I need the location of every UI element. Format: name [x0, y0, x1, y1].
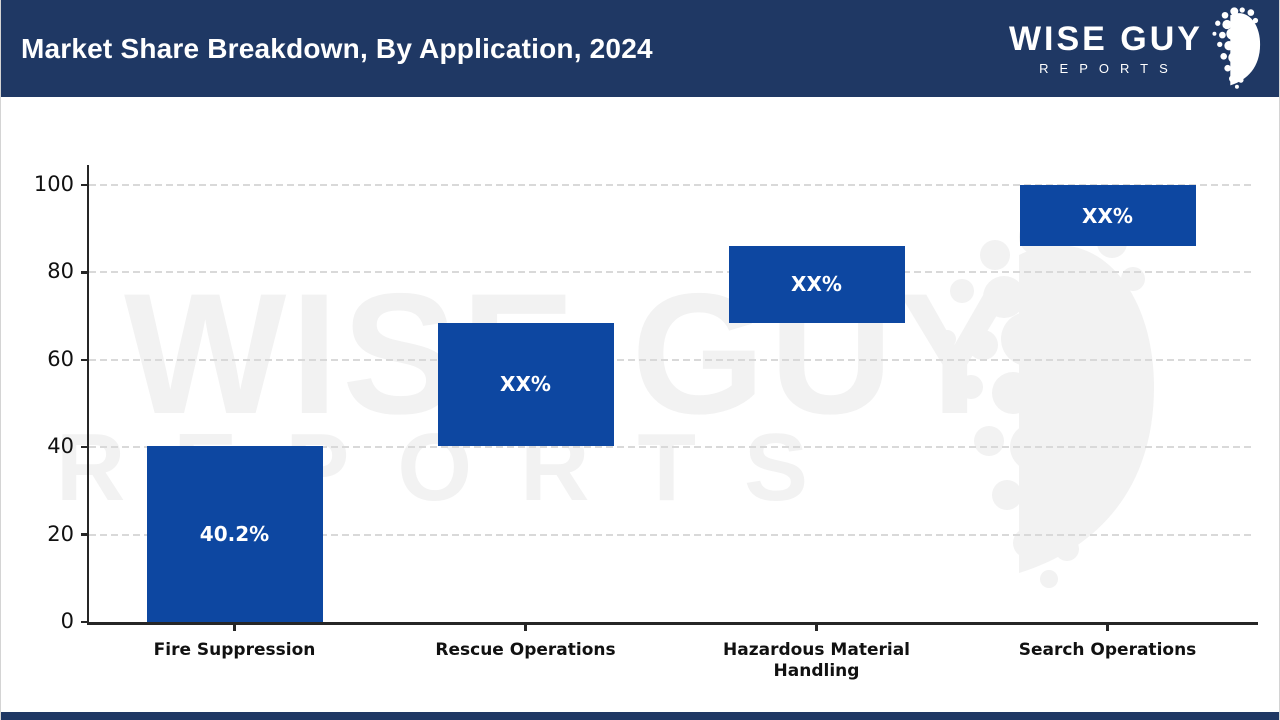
y-axis-tick-label-0: 0	[60, 609, 74, 633]
gridline-80	[89, 271, 1253, 274]
x-axis-label-rescue-operations: Rescue Operations	[435, 640, 616, 660]
gridline-100	[89, 184, 1253, 186]
y-axis-tick-20	[81, 533, 89, 536]
page-title: Market Share Breakdown, By Application, …	[21, 32, 653, 64]
brand-logo: WISE GUY REPORTS	[1009, 6, 1265, 92]
header-bar: Market Share Breakdown, By Application, …	[1, 0, 1279, 97]
y-axis-tick-40	[81, 445, 89, 449]
gridline-20	[89, 533, 1253, 536]
x-axis-tick-search-operations	[1106, 623, 1109, 631]
gridline-60	[89, 358, 1253, 361]
brand-logo-text: WISE GUY REPORTS	[1009, 22, 1203, 75]
gridline-40	[89, 446, 1253, 449]
bar-search-operations: XX%	[1019, 185, 1196, 247]
y-axis-tick-60	[81, 358, 89, 362]
y-axis-tick-label-100: 100	[33, 172, 74, 196]
x-axis-tick-hazardous-material-handling	[815, 623, 818, 631]
bar-value-label: 40.2%	[199, 522, 270, 547]
x-axis-tick-rescue-operations	[524, 623, 527, 631]
x-axis-label-fire-suppression: Fire Suppression	[153, 640, 316, 660]
bar-value-label: XX%	[791, 272, 842, 297]
x-axis-label-hazardous-material-handling: Hazardous Material Handling	[723, 640, 910, 682]
y-axis-tick-0	[81, 620, 89, 624]
y-axis-tick-100	[81, 183, 89, 187]
footer-bar	[1, 712, 1279, 720]
y-axis-line	[86, 165, 89, 625]
bar-rescue-operations: XX%	[437, 322, 614, 447]
y-axis-tick-label-80: 80	[47, 259, 74, 284]
y-axis-tick-label-20: 20	[47, 521, 74, 546]
y-axis-tick-80	[81, 271, 89, 274]
bar-hazardous-material-handling: XX%	[728, 246, 905, 323]
bar-value-label: XX%	[1082, 203, 1133, 228]
x-axis-tick-fire-suppression	[233, 623, 236, 631]
bar-value-label: XX%	[500, 372, 551, 397]
x-axis-label-search-operations: Search Operations	[1018, 640, 1197, 660]
x-axis-line	[86, 622, 1258, 625]
y-axis-tick-label-60: 60	[47, 346, 74, 371]
bar-fire-suppression: 40.2%	[146, 446, 323, 622]
y-axis-tick-label-40: 40	[47, 434, 74, 459]
brand-subtitle: REPORTS	[1039, 61, 1179, 76]
brand-name: WISE GUY	[1008, 20, 1203, 58]
